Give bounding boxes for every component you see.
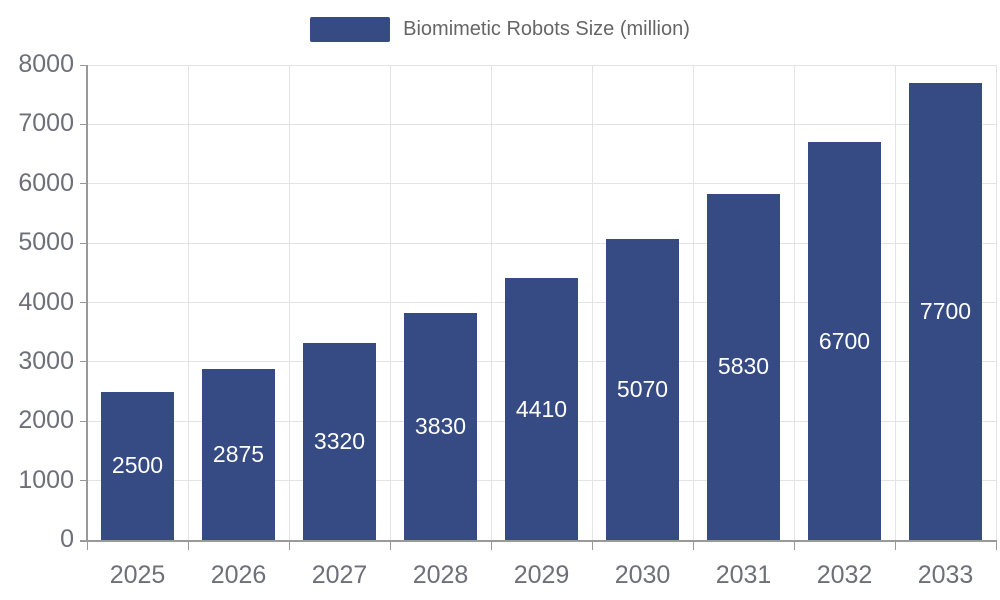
v-gridline — [288, 65, 290, 540]
y-axis-label: 1000 — [18, 465, 74, 494]
v-gridline — [490, 65, 492, 540]
plot-area: 2500 2875 3320 3830 4410 5070 5830 6700 7700 — [87, 64, 997, 540]
y-axis-label: 3000 — [18, 346, 74, 375]
y-axis-tick — [80, 242, 87, 244]
bar[interactable]: 5070 — [606, 238, 679, 540]
x-axis-label: 2028 — [412, 561, 469, 589]
h-gridline — [87, 64, 996, 66]
x-axis-tick — [591, 542, 593, 550]
v-gridline — [894, 65, 896, 540]
bar-value-label: 2500 — [111, 452, 164, 479]
y-axis-tick — [80, 64, 87, 66]
y-axis-tick — [80, 420, 87, 422]
bar[interactable]: 6700 — [808, 142, 881, 540]
v-gridline — [793, 65, 795, 540]
x-axis-label: 2033 — [917, 561, 974, 589]
y-axis-label: 7000 — [18, 109, 74, 138]
h-gridline — [87, 183, 996, 185]
y-axis-label: 8000 — [18, 50, 74, 78]
y-axis-label: 2000 — [18, 406, 74, 435]
x-axis-tick — [793, 542, 795, 550]
bar[interactable]: 2875 — [202, 369, 275, 540]
y-axis-tick — [80, 361, 87, 363]
bar-value-label: 7700 — [919, 297, 972, 324]
y-axis-tick — [80, 183, 87, 185]
bar-value-label: 3830 — [414, 412, 467, 439]
legend-item[interactable]: Biomimetic Robots Size (million) — [0, 17, 1000, 42]
y-axis-label: 6000 — [18, 168, 74, 197]
bar-value-label: 5830 — [717, 353, 770, 380]
legend-swatch — [310, 17, 391, 42]
y-axis-tick — [80, 302, 87, 303]
x-axis-label: 2032 — [816, 561, 873, 589]
x-axis-label: 2031 — [715, 561, 772, 589]
legend-label: Biomimetic Robots Size (million) — [403, 18, 690, 40]
x-axis-label: 2029 — [513, 561, 570, 589]
x-axis-tick — [187, 542, 189, 550]
y-axis-label: 5000 — [18, 228, 74, 257]
x-axis-tick — [288, 542, 290, 550]
bar-value-label: 3320 — [313, 427, 366, 454]
v-gridline — [591, 65, 593, 540]
x-axis-tick — [86, 542, 88, 550]
y-axis-tick — [80, 123, 87, 125]
x-axis-label: 2027 — [311, 561, 368, 589]
x-axis-tick — [490, 542, 492, 550]
y-axis-tick — [80, 480, 87, 482]
bar[interactable]: 3320 — [303, 342, 376, 540]
bar[interactable]: 5830 — [707, 193, 780, 540]
x-axis-tick — [894, 542, 896, 550]
v-gridline — [692, 65, 694, 540]
y-axis-label: 4000 — [18, 287, 74, 316]
bar[interactable]: 4410 — [505, 278, 578, 540]
y-axis-line — [86, 65, 88, 542]
x-axis-label: 2026 — [210, 561, 267, 589]
bar-value-label: 2875 — [212, 441, 265, 468]
bar[interactable]: 7700 — [909, 82, 982, 540]
x-axis-line — [80, 540, 997, 542]
x-axis-label: 2030 — [614, 561, 671, 589]
x-axis-tick — [389, 542, 391, 550]
h-gridline — [87, 123, 996, 125]
bar-value-label: 4410 — [515, 395, 568, 422]
bar-value-label: 5070 — [616, 375, 669, 402]
x-axis-tick — [995, 542, 997, 550]
v-gridline — [389, 65, 391, 540]
y-axis-tick — [80, 539, 87, 541]
v-gridline — [187, 65, 189, 540]
h-gridline — [87, 242, 996, 244]
x-axis-label: 2025 — [109, 561, 166, 589]
x-axis-tick — [692, 542, 694, 550]
bar-value-label: 6700 — [818, 327, 871, 354]
bar[interactable]: 3830 — [404, 312, 477, 540]
y-axis-label: 0 — [60, 525, 74, 553]
v-gridline — [995, 65, 997, 540]
bar[interactable]: 2500 — [101, 391, 174, 540]
